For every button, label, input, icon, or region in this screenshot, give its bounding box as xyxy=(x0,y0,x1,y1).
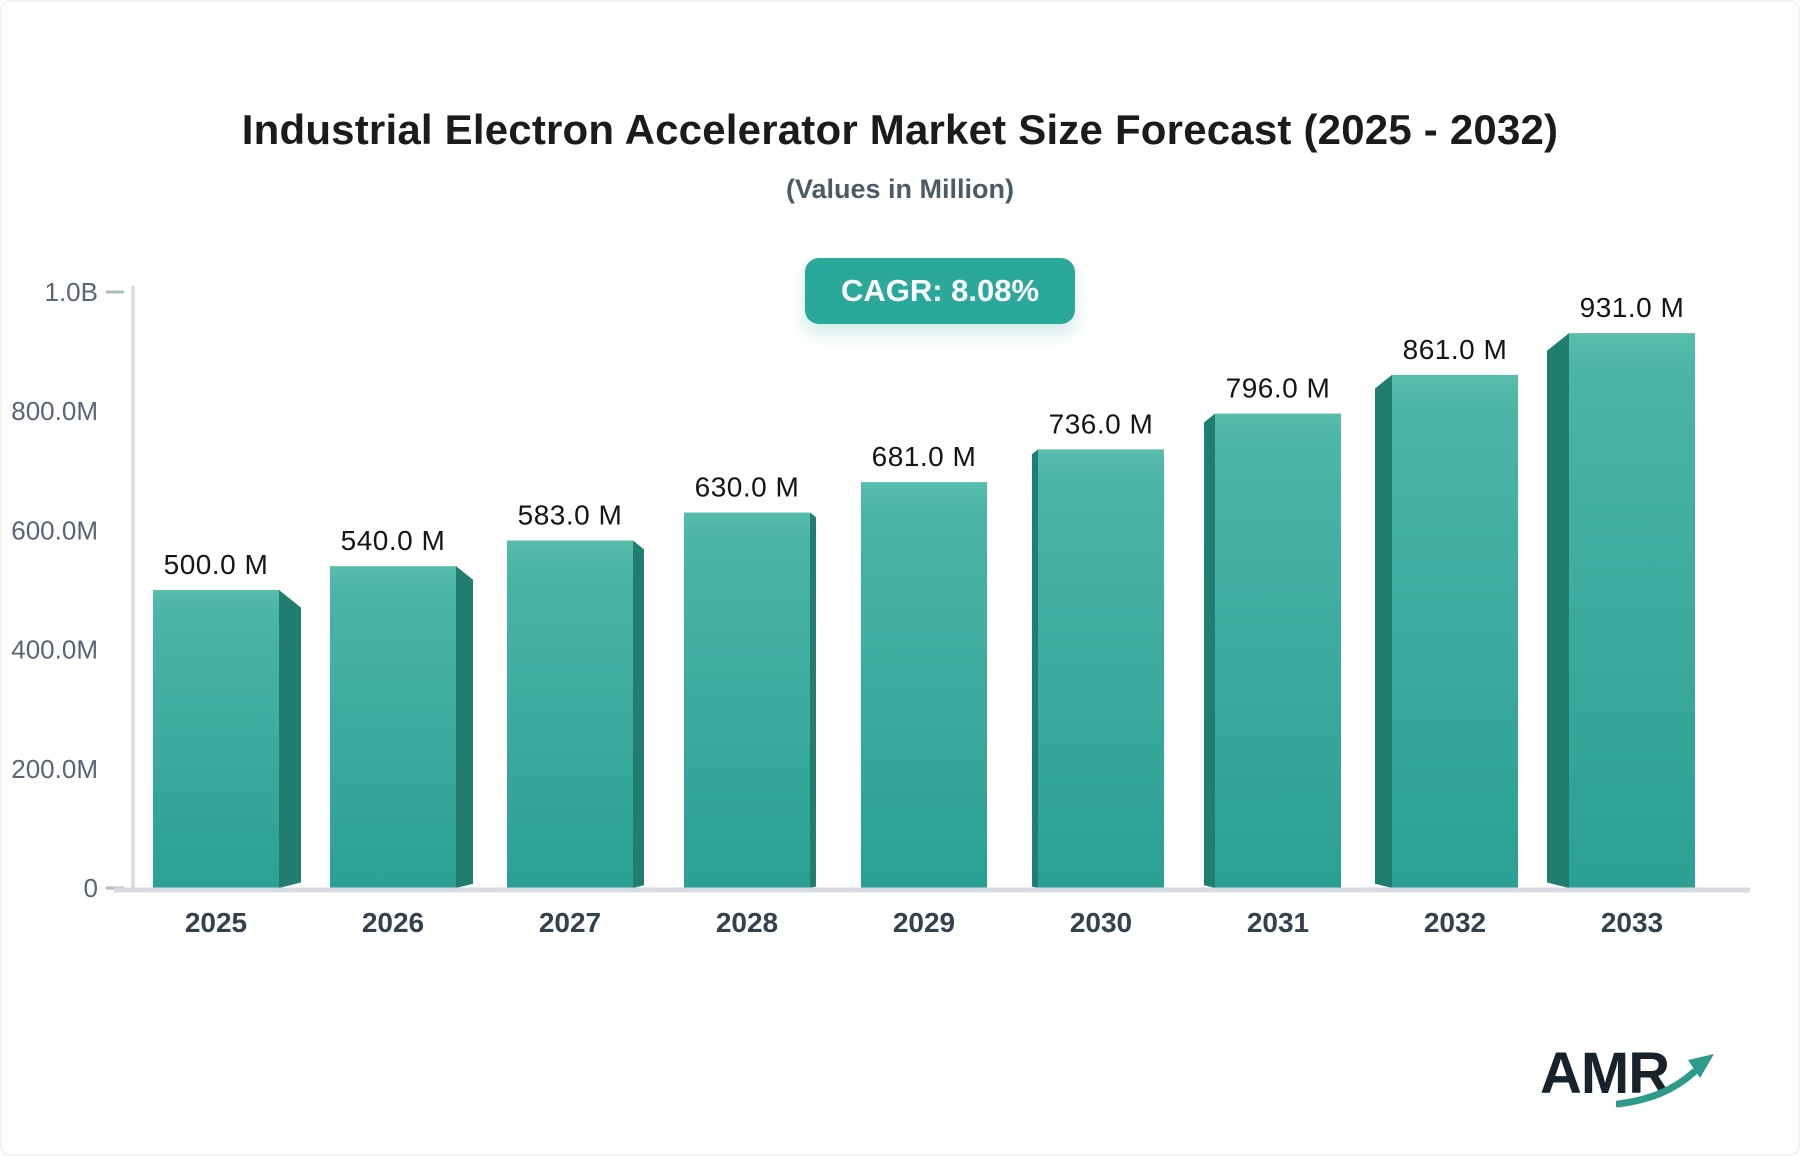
x-axis-label: 2031 xyxy=(1247,907,1309,938)
chart-title: Industrial Electron Accelerator Market S… xyxy=(241,106,1559,153)
x-axis-label: 2029 xyxy=(893,907,955,938)
y-axis-label: 400.0M xyxy=(11,635,98,665)
bar-value-label: 500.0 M xyxy=(164,549,269,580)
bar xyxy=(330,566,456,888)
x-axis-label: 2025 xyxy=(185,907,247,938)
bar-side-face xyxy=(456,566,473,888)
bar-side-face xyxy=(1204,413,1215,888)
bar-side-face xyxy=(810,512,816,888)
bar-side-face xyxy=(1032,449,1038,888)
x-axis-label: 2026 xyxy=(362,907,424,938)
bar xyxy=(861,482,987,888)
bar-value-label: 540.0 M xyxy=(341,525,446,556)
bar-side-face xyxy=(633,540,644,888)
bar-value-label: 796.0 M xyxy=(1226,373,1331,404)
x-axis-label: 2028 xyxy=(716,907,778,938)
bar-value-label: 736.0 M xyxy=(1049,408,1154,439)
chart-subtitle: (Values in Million) xyxy=(785,174,1015,204)
bar-value-label: 681.0 M xyxy=(872,441,977,472)
x-axis-label: 2027 xyxy=(539,907,601,938)
bar xyxy=(1392,374,1518,888)
bar-value-label: 630.0 M xyxy=(695,472,800,503)
y-axis-label: 200.0M xyxy=(11,754,98,784)
bar xyxy=(507,540,633,888)
bar-value-label: 861.0 M xyxy=(1403,334,1508,365)
bar-side-face xyxy=(1547,333,1569,888)
cagr-badge: CAGR: 8.08% xyxy=(804,258,1076,324)
bar-value-label: 583.0 M xyxy=(518,500,623,531)
bar xyxy=(1569,333,1695,888)
bar xyxy=(684,512,810,888)
y-axis-label: 600.0M xyxy=(11,515,98,545)
bar-value-label: 931.0 M xyxy=(1580,292,1685,323)
brand-logo: AMR xyxy=(1534,1040,1734,1130)
x-axis-label: 2032 xyxy=(1424,907,1486,938)
bar xyxy=(153,590,279,888)
x-axis-label: 2033 xyxy=(1601,907,1663,938)
bar xyxy=(1215,413,1341,888)
bar-side-face xyxy=(279,590,301,888)
y-axis-label: 800.0M xyxy=(11,396,98,426)
y-axis-label: 1.0B xyxy=(45,277,99,307)
y-axis-label: 0 xyxy=(84,873,98,903)
bar xyxy=(1038,449,1164,888)
bar-side-face xyxy=(1375,374,1392,888)
x-axis-label: 2030 xyxy=(1070,907,1132,938)
growth-arrow-icon xyxy=(1616,1054,1714,1108)
